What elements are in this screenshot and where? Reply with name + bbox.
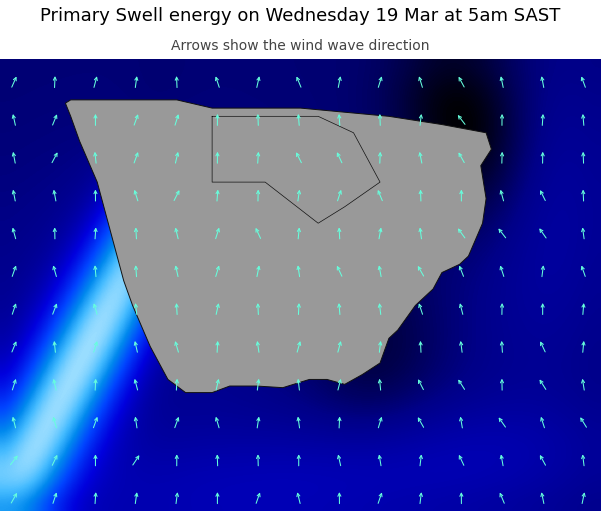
Text: Primary Swell energy on Wednesday 19 Mar at 5am SAST: Primary Swell energy on Wednesday 19 Mar…: [40, 8, 561, 26]
Polygon shape: [66, 100, 492, 392]
Text: Arrows show the wind wave direction: Arrows show the wind wave direction: [171, 39, 430, 53]
